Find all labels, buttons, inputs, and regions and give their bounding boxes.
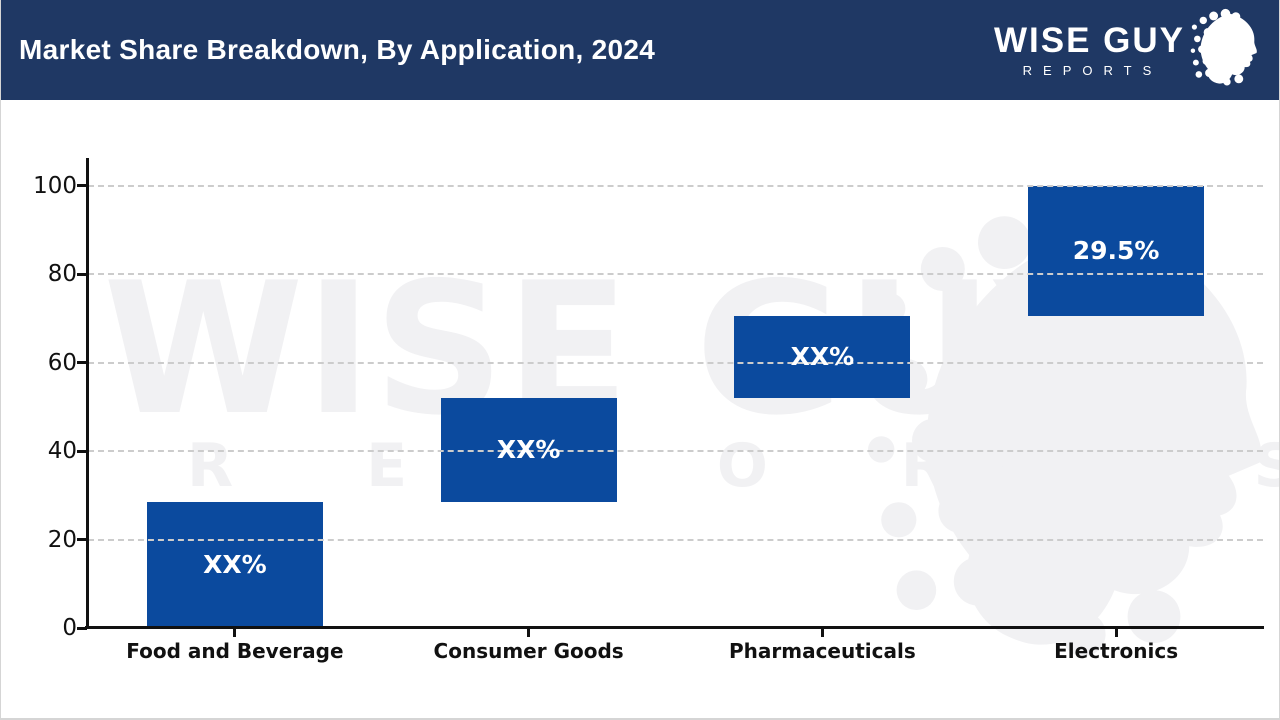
logo-subtext: REPORTS — [1022, 62, 1163, 78]
y-axis-line — [86, 158, 89, 629]
logo-text: WISE GUY REPORTS — [994, 23, 1185, 78]
y-tick-mark-80 — [77, 272, 87, 276]
y-tick-label-40: 40 — [47, 438, 77, 464]
bar-value-label: XX% — [496, 435, 561, 465]
x-axis-line — [85, 626, 1264, 629]
y-tick-label-20: 20 — [47, 526, 77, 553]
y-tick-label-60: 60 — [47, 349, 77, 376]
y-tick-mark-40 — [77, 449, 87, 453]
x-tick-mark-4 — [1114, 628, 1118, 637]
header-bar: Market Share Breakdown, By Application, … — [1, 0, 1279, 100]
bar-pharmaceuticals — [734, 316, 911, 398]
x-category-label: Consumer Goods — [433, 639, 624, 663]
gridline-40 — [88, 450, 1263, 452]
gridline-20 — [88, 538, 1263, 541]
y-tick-label-0: 0 — [62, 615, 77, 641]
x-category-label: Pharmaceuticals — [728, 639, 916, 663]
bar-consumer-goods — [440, 397, 617, 502]
y-tick-mark-20 — [77, 538, 87, 541]
bar-electronics — [1028, 185, 1205, 317]
y-tick-label-100: 100 — [33, 172, 77, 199]
x-category-label: Food and Beverage — [126, 639, 344, 663]
y-tick-mark-60 — [77, 361, 87, 364]
x-category-label: Electronics — [1054, 639, 1179, 663]
logo-wordmark: WISE GUY — [993, 20, 1185, 60]
x-tick-mark-3 — [820, 628, 824, 637]
bar-value-label: XX% — [203, 550, 267, 580]
y-tick-mark-0 — [77, 626, 87, 630]
y-tick-mark-100 — [77, 184, 87, 187]
x-tick-mark-2 — [527, 628, 531, 637]
y-tick-label-80: 80 — [47, 261, 77, 287]
gridline-80 — [88, 273, 1263, 275]
bar-food-and-beverage — [146, 501, 323, 628]
x-tick-mark-1 — [233, 628, 237, 637]
bar-value-label: 29.5% — [1072, 236, 1160, 266]
gridline-100 — [88, 184, 1263, 187]
gridline-60 — [88, 361, 1263, 364]
brand-logo: WISE GUY REPORTS — [994, 8, 1261, 92]
page-title: Market Share Breakdown, By Application, … — [19, 34, 656, 65]
bar-value-label: XX% — [790, 342, 855, 372]
